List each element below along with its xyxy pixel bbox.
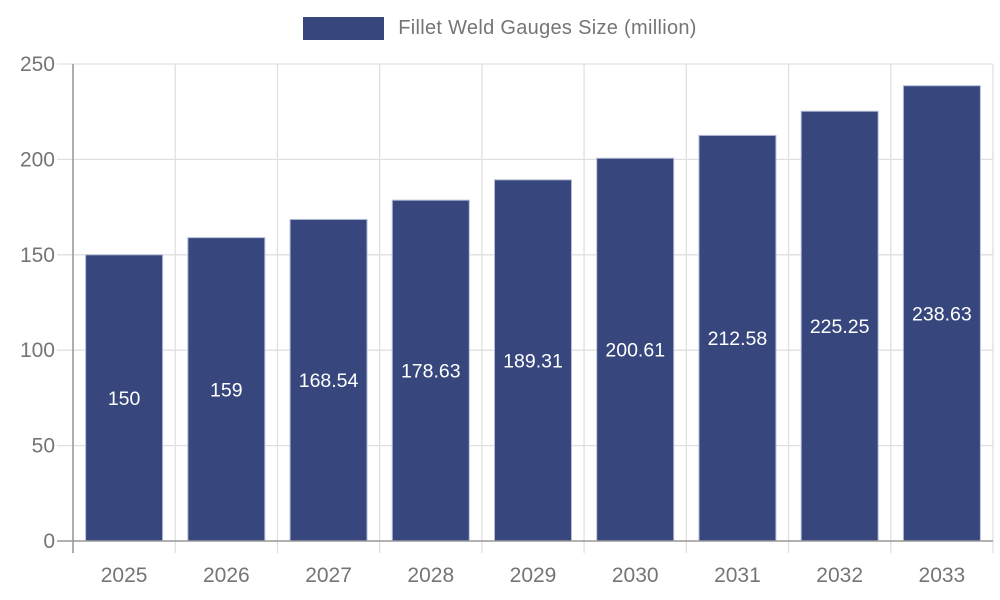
x-tick-label-2028: 2028 xyxy=(407,564,454,587)
x-tick-label-2030: 2030 xyxy=(612,564,659,587)
legend-series-label: Fillet Weld Gauges Size (million) xyxy=(398,17,697,39)
bar-2029 xyxy=(494,179,572,542)
y-tick-label-200: 200 xyxy=(20,148,55,171)
bar-value-label-2027: 168.54 xyxy=(299,370,359,392)
bar-value-label-2025: 150 xyxy=(108,388,141,410)
y-tick-label-150: 150 xyxy=(20,244,55,267)
bar-2030 xyxy=(596,157,675,542)
bar-2032 xyxy=(800,110,879,542)
bar-value-label-2029: 189.31 xyxy=(503,350,563,372)
bar-2027 xyxy=(289,218,368,542)
bar-2026 xyxy=(187,237,266,542)
bar-value-label-2030: 200.61 xyxy=(605,340,665,362)
y-tick-label-0: 0 xyxy=(43,530,55,553)
bar-value-label-2026: 159 xyxy=(210,379,243,401)
x-tick-label-2025: 2025 xyxy=(101,564,148,587)
y-tick-label-50: 50 xyxy=(32,435,55,458)
legend-color-swatch xyxy=(303,17,385,40)
y-tick-label-250: 250 xyxy=(20,53,55,76)
bar-2031 xyxy=(698,134,777,542)
bar-2025 xyxy=(85,254,164,542)
bar-2033 xyxy=(902,85,981,542)
y-tick-label-100: 100 xyxy=(20,339,55,362)
x-tick-label-2032: 2032 xyxy=(816,564,863,587)
bar-value-label-2032: 225.25 xyxy=(810,316,870,338)
bar-value-label-2033: 238.63 xyxy=(912,303,972,325)
chart-legend: Fillet Weld Gauges Size (million) xyxy=(0,17,1000,40)
x-tick-label-2027: 2027 xyxy=(305,564,352,587)
x-tick-label-2031: 2031 xyxy=(714,564,761,587)
x-tick-label-2029: 2029 xyxy=(510,564,557,587)
x-tick-label-2026: 2026 xyxy=(203,564,250,587)
bar-value-label-2028: 178.63 xyxy=(401,361,461,383)
x-tick-label-2033: 2033 xyxy=(919,564,966,587)
bar-value-label-2031: 212.58 xyxy=(708,328,768,350)
bar-2028 xyxy=(391,199,470,542)
